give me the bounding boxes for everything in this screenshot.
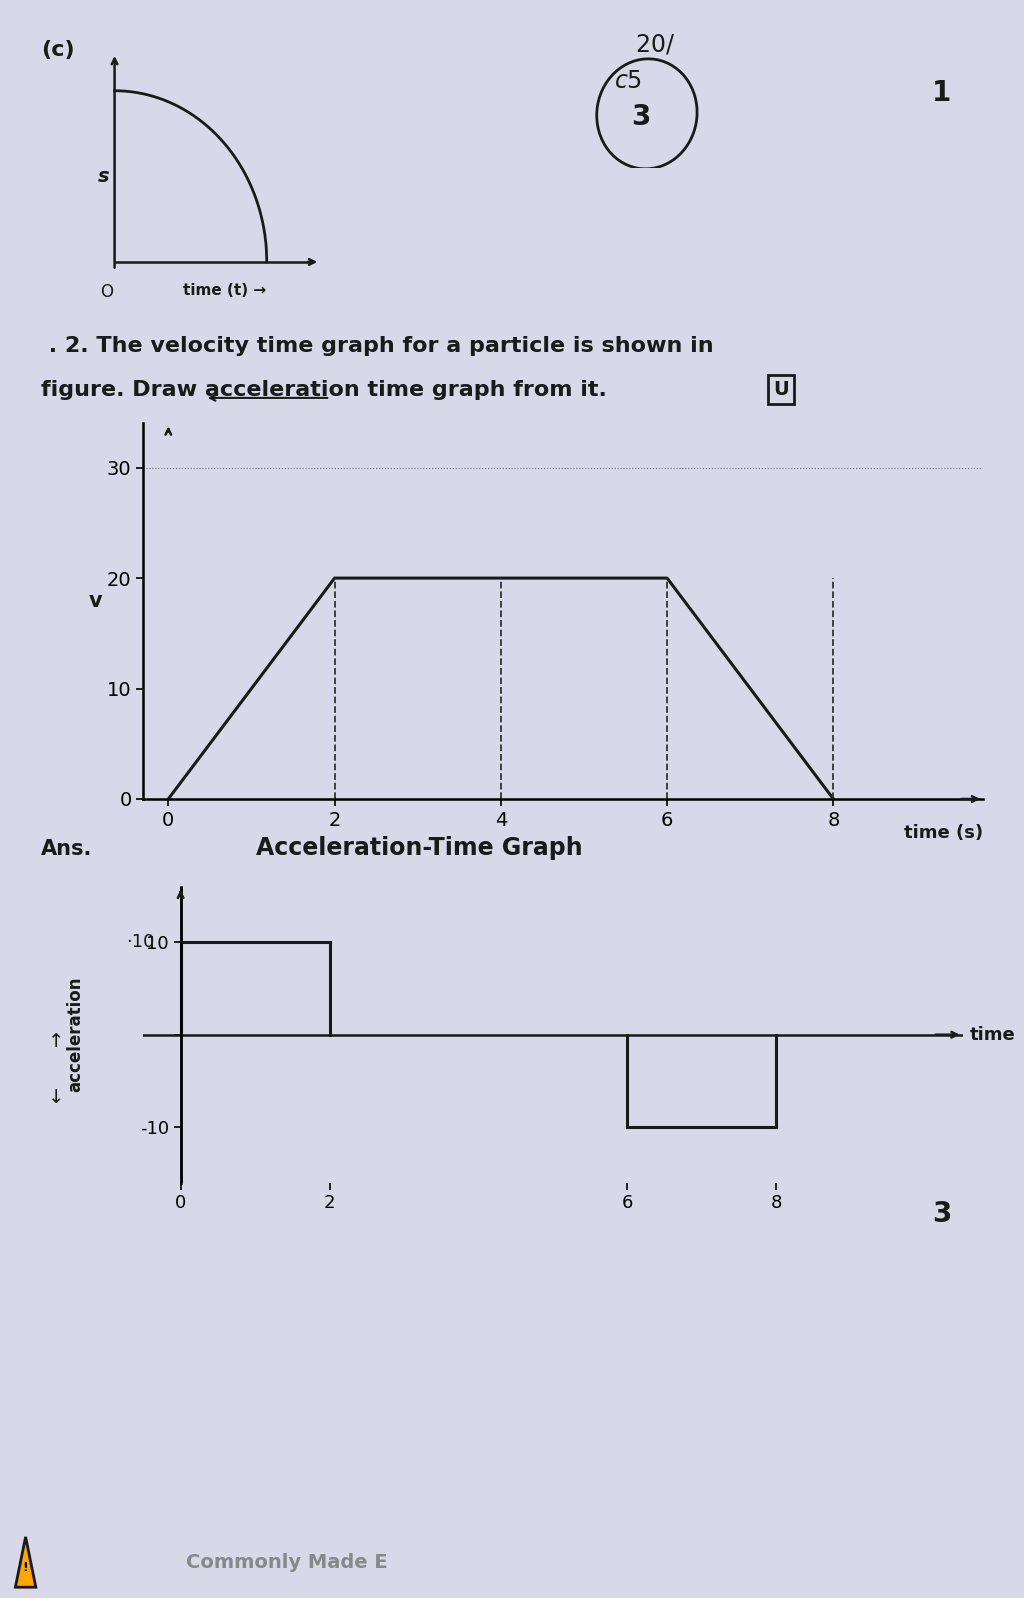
Text: time (t) →: time (t) → [182,283,266,297]
Text: time (s): time (s) [904,823,983,842]
Y-axis label: acceleration: acceleration [67,976,84,1093]
Y-axis label: v: v [89,591,102,610]
Text: $c5$: $c5$ [614,70,642,93]
Text: (c): (c) [41,40,75,61]
Text: $20/$: $20/$ [635,32,675,56]
Text: 3: 3 [932,1200,951,1229]
Text: s: s [98,166,110,185]
Text: . 2. The velocity time graph for a particle is shown in: . 2. The velocity time graph for a parti… [41,336,714,356]
Text: Commonly Made E: Commonly Made E [186,1553,387,1571]
Text: 1: 1 [932,78,951,107]
Text: Acceleration-Time Graph: Acceleration-Time Graph [256,836,583,860]
Text: time: time [970,1026,1016,1043]
Text: ↑: ↑ [48,1032,65,1051]
Polygon shape [15,1537,36,1587]
Text: ·10: ·10 [126,933,155,951]
Text: Ans.: Ans. [41,839,92,860]
Text: 3: 3 [632,104,650,131]
Text: ↓: ↓ [48,1088,65,1107]
Text: O: O [100,283,114,300]
Text: figure. Draw acceleration time graph from it.: figure. Draw acceleration time graph fro… [41,380,607,401]
Text: !: ! [23,1561,29,1574]
Text: U: U [773,380,788,400]
